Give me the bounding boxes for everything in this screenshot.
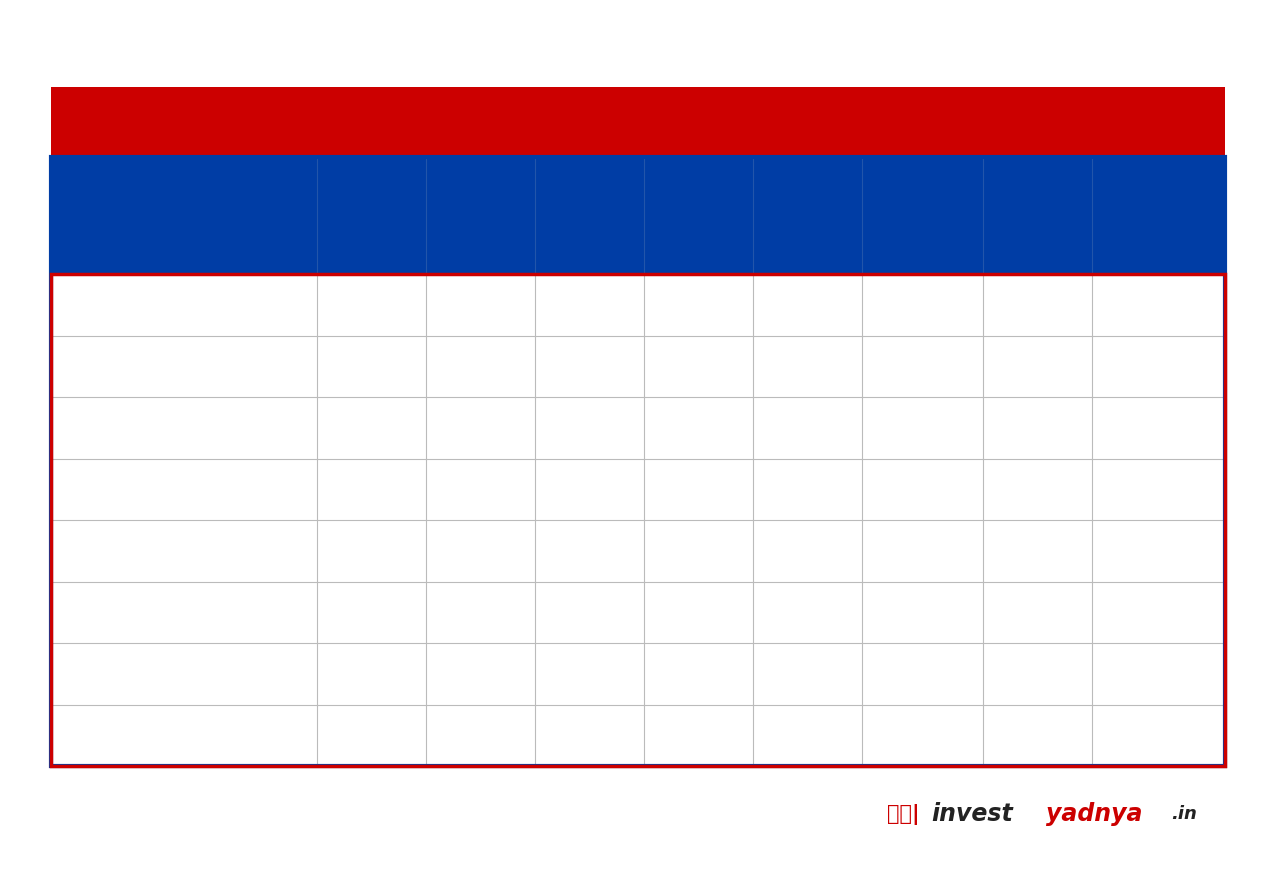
Text: 5.50%: 5.50% — [783, 544, 832, 558]
Text: 3.50%: 3.50% — [1013, 359, 1062, 375]
Text: 6.50%: 6.50% — [783, 666, 832, 682]
Text: 4.00%: 4.00% — [674, 483, 722, 497]
Text: 6.00%: 6.00% — [1013, 544, 1062, 558]
Text: 6.00%: 6.00% — [674, 605, 722, 620]
Text: Axis Bank: Axis Bank — [68, 421, 142, 436]
Text: invest: invest — [931, 802, 1013, 827]
Text: 4.50%: 4.50% — [783, 421, 832, 436]
Text: 6.25%: 6.25% — [565, 666, 614, 682]
Text: 5.00%: 5.00% — [1013, 298, 1062, 313]
Text: 6.25%: 6.25% — [1134, 544, 1183, 558]
Text: 4.25%: 4.25% — [457, 544, 505, 558]
Text: 4.50%: 4.50% — [674, 298, 722, 313]
Text: 6.75%: 6.75% — [1134, 605, 1183, 620]
Text: 3.00%: 3.00% — [457, 483, 505, 497]
Text: 4.50%: 4.50% — [674, 421, 722, 436]
Text: 4.25%: 4.25% — [898, 483, 947, 497]
Text: 3.00%: 3.00% — [347, 483, 396, 497]
Text: IndusInd Bank: IndusInd Bank — [68, 544, 176, 558]
Text: HDFC Bank: HDFC Bank — [68, 298, 153, 313]
Text: 30-45
days: 30-45 days — [567, 199, 612, 233]
Text: 2.90%: 2.90% — [457, 728, 505, 743]
Text: 4.00%: 4.00% — [347, 666, 396, 682]
Text: .in: .in — [1171, 806, 1197, 823]
Text: 2.90%: 2.90% — [347, 728, 396, 743]
Text: 3.00%: 3.00% — [347, 298, 396, 313]
Text: 6.00%: 6.00% — [783, 605, 832, 620]
Text: 4.50%: 4.50% — [898, 421, 947, 436]
Text: 5.25%-
5.80%: 5.25%- 5.80% — [1132, 411, 1185, 445]
Text: 4.00%: 4.00% — [347, 544, 396, 558]
Text: 4.50%: 4.50% — [898, 298, 947, 313]
Text: 5.00%: 5.00% — [457, 605, 505, 620]
Text: 4.80%: 4.80% — [1013, 483, 1062, 497]
Text: 6.50%: 6.50% — [674, 666, 722, 682]
Text: 5.00%: 5.00% — [1013, 421, 1062, 436]
Text: 5.50%: 5.50% — [674, 544, 722, 558]
Text: 3.00%: 3.00% — [565, 483, 614, 497]
Text: 3.25%: 3.25% — [347, 421, 396, 436]
Text: 3.00%: 3.00% — [783, 359, 832, 375]
Text: Bank Name: Bank Name — [138, 208, 231, 223]
Text: 5.75%: 5.75% — [898, 544, 947, 558]
Text: 3.90%: 3.90% — [783, 728, 832, 743]
Text: FD Interest Rates of Major Banks for Tenure Less than 1 year (Jun 2020): FD Interest Rates of Major Banks for Ten… — [202, 112, 1074, 132]
Text: Kotak Mahindra Bank: Kotak Mahindra Bank — [68, 483, 230, 497]
Text: 6.75%: 6.75% — [1013, 605, 1062, 620]
Text: 3.90%: 3.90% — [898, 728, 947, 743]
Text: State Bank of India: State Bank of India — [68, 728, 213, 743]
Text: 5.00%: 5.00% — [347, 605, 396, 620]
Text: 6.00%: 6.00% — [898, 605, 947, 620]
Text: 5.00%: 5.00% — [457, 666, 505, 682]
Text: 5.00%: 5.00% — [565, 544, 614, 558]
Text: 3.00%: 3.00% — [674, 359, 722, 375]
Text: 6.75%: 6.75% — [898, 666, 947, 682]
Text: य़|: य़| — [887, 804, 920, 825]
Text: yadnya: yadnya — [1046, 802, 1143, 827]
Text: 3.50%: 3.50% — [457, 421, 505, 436]
Text: 4.00%: 4.00% — [783, 483, 832, 497]
Text: 3.00%: 3.00% — [565, 359, 614, 375]
Text: 3.50%: 3.50% — [898, 359, 947, 375]
Text: From 9
months
up to 1
year: From 9 months up to 1 year — [1127, 179, 1189, 253]
Text: Yes Bank: Yes Bank — [68, 605, 135, 620]
Text: 3.90%: 3.90% — [674, 728, 722, 743]
Text: 61-90
days: 61-90 days — [783, 199, 831, 233]
Text: 4.00%: 4.00% — [565, 298, 614, 313]
Text: 5.25%: 5.25% — [1134, 298, 1183, 313]
Text: 4.50%: 4.50% — [783, 298, 832, 313]
Text: 46-60
days: 46-60 days — [675, 199, 722, 233]
Text: 4.40%: 4.40% — [1134, 728, 1183, 743]
Text: IDFC First Bank: IDFC First Bank — [68, 666, 182, 682]
Text: 3.50%: 3.50% — [457, 298, 505, 313]
Text: 2.50%: 2.50% — [347, 359, 396, 375]
Text: 2.50%: 2.50% — [457, 359, 505, 375]
Text: ICICI Bank: ICICI Bank — [68, 359, 145, 375]
Text: 4.00%: 4.00% — [565, 421, 614, 436]
Text: 6-9
months: 6-9 months — [1007, 199, 1068, 233]
Text: 4.25%: 4.25% — [1134, 359, 1183, 375]
Text: 2.90%: 2.90% — [565, 728, 614, 743]
Text: 7.00%: 7.00% — [1013, 666, 1062, 682]
Text: 7.00%: 7.00% — [1134, 666, 1183, 682]
Text: 4.40%: 4.40% — [1013, 728, 1062, 743]
Text: 91 days
to 6
months: 91 days to 6 months — [891, 188, 954, 243]
Text: 5.00%: 5.00% — [565, 605, 614, 620]
Text: 4.90%: 4.90% — [1134, 483, 1183, 497]
Text: 15-29
days: 15-29 days — [457, 199, 504, 233]
Text: 7-14
days: 7-14 days — [352, 199, 390, 233]
